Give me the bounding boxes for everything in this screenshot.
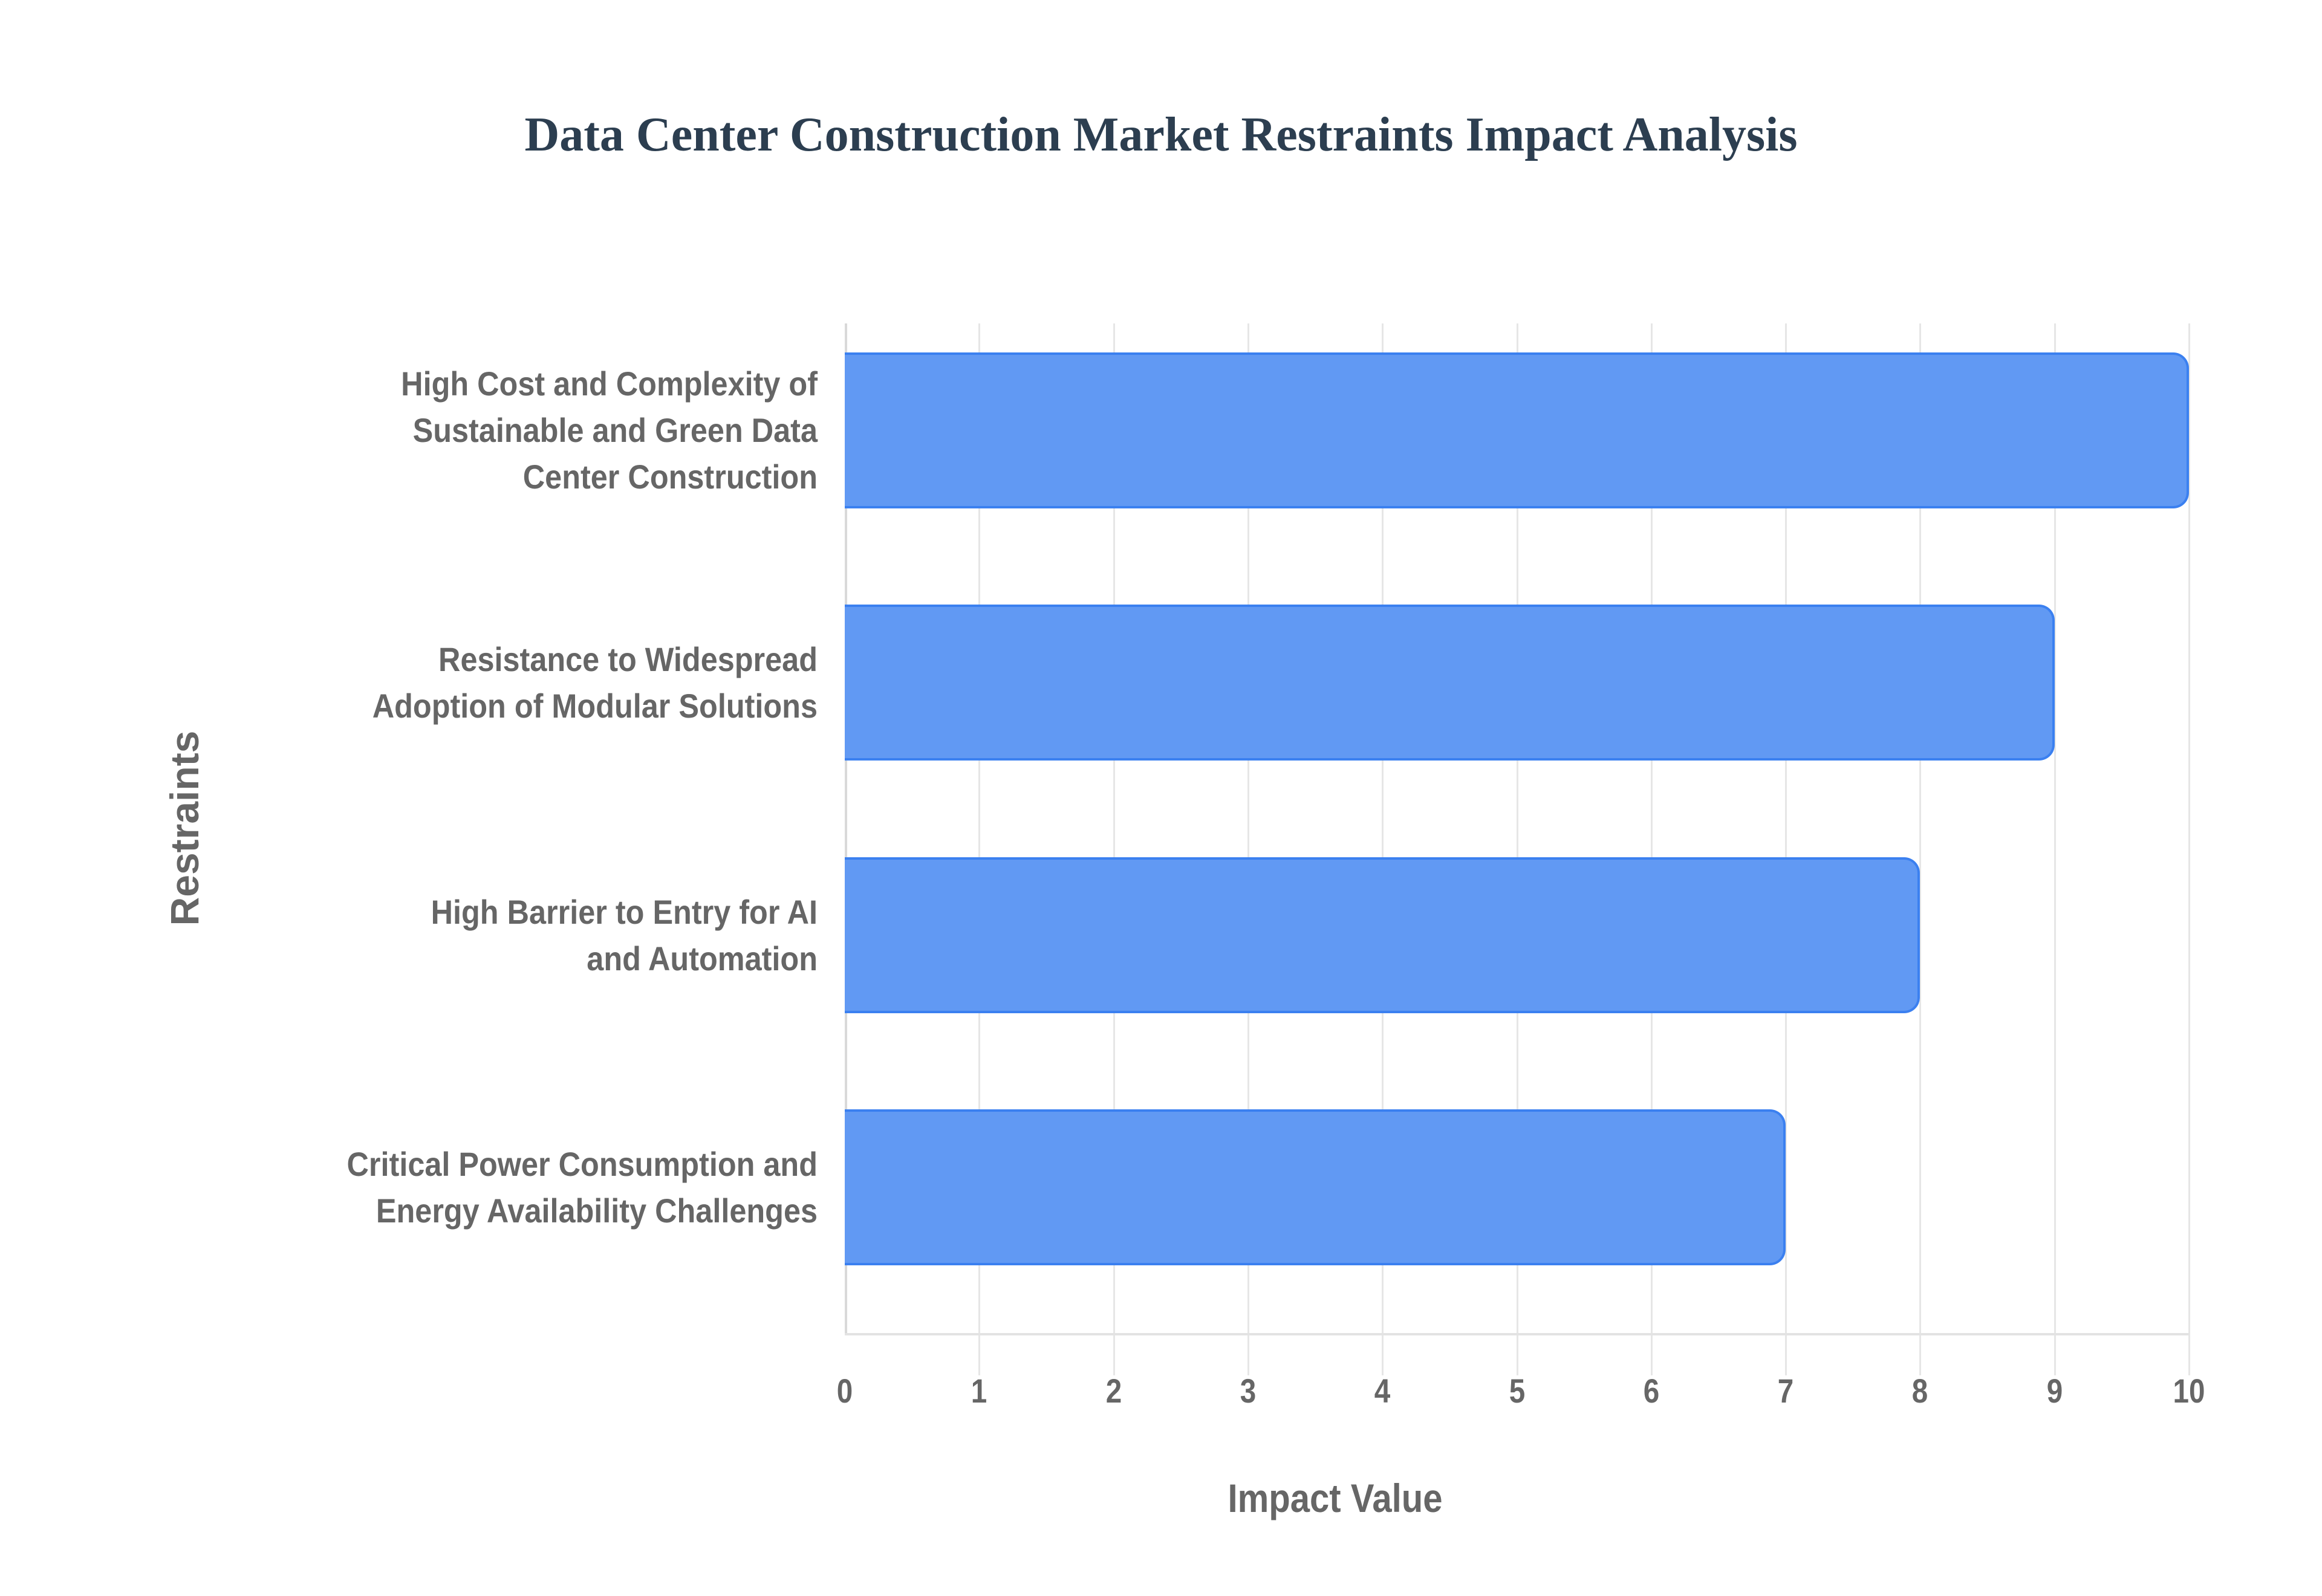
x-tick-label: 3 <box>1240 1372 1257 1410</box>
gridline <box>1247 323 1249 1375</box>
x-axis-line <box>845 1333 2189 1335</box>
x-tick-label: 0 <box>836 1372 853 1410</box>
x-tick-label: 9 <box>2046 1372 2063 1410</box>
x-tick-label: 6 <box>1643 1372 1660 1410</box>
gridline <box>1516 323 1518 1375</box>
y-axis-line <box>845 323 847 1333</box>
y-axis-title: Restraints <box>162 730 207 926</box>
bar[interactable] <box>845 857 1920 1013</box>
bar[interactable] <box>845 352 2189 508</box>
category-label: High Barrier to Entry for AI and Automati… <box>431 892 818 978</box>
x-tick-label: 7 <box>1777 1372 1794 1410</box>
x-tick-label: 4 <box>1374 1372 1391 1410</box>
gridline <box>1650 323 1653 1375</box>
plot-area <box>845 323 2190 1375</box>
gridline <box>2188 323 2190 1375</box>
x-tick-label: 1 <box>971 1372 987 1410</box>
x-tick-label: 2 <box>1105 1372 1122 1410</box>
x-tick-label: 8 <box>1912 1372 1928 1410</box>
category-label: High Cost and Complexity of Sustainable a… <box>401 365 818 496</box>
gridline <box>1919 323 1922 1375</box>
x-tick-label: 10 <box>2173 1372 2205 1410</box>
chart-title: Data Center Construction Market Restrain… <box>524 108 1798 161</box>
gridline <box>1785 323 1787 1375</box>
x-axis-title: Impact Value <box>1228 1476 1443 1520</box>
x-tick-label: 5 <box>1509 1372 1525 1410</box>
bar[interactable] <box>845 605 2055 761</box>
category-label: Critical Power Consumption and Energy Ava… <box>346 1145 818 1230</box>
gridline <box>978 323 981 1375</box>
gridline <box>2054 323 2056 1375</box>
gridline <box>1382 323 1384 1375</box>
gridline <box>1113 323 1115 1375</box>
category-label: Resistance to Widespread Adoption of Modu… <box>372 640 818 725</box>
bar[interactable] <box>845 1109 1786 1266</box>
